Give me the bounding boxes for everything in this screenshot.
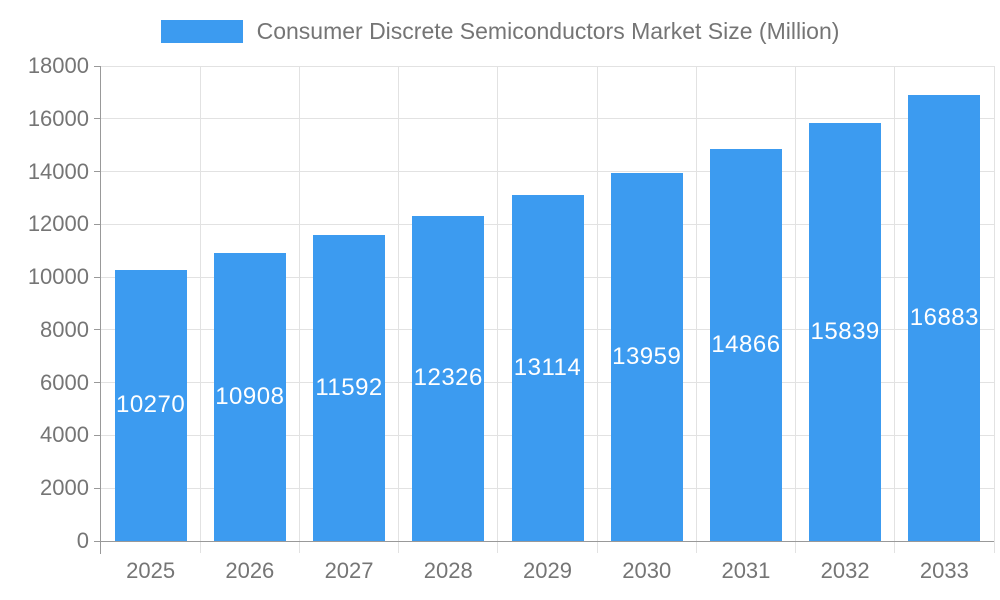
x-tick [497, 541, 499, 553]
bar[interactable]: 13959 [610, 172, 683, 541]
y-axis-label: 16000 [27, 105, 89, 131]
v-gridline [695, 66, 697, 541]
x-axis-label: 2029 [523, 558, 572, 583]
y-axis-label: 8000 [40, 316, 89, 342]
y-axis-label: 6000 [40, 369, 89, 395]
x-tick [398, 541, 400, 553]
bar[interactable]: 11592 [313, 235, 386, 541]
y-tick [94, 434, 101, 436]
bar[interactable]: 15839 [809, 123, 882, 541]
v-gridline [993, 66, 995, 541]
x-tick [199, 541, 201, 553]
legend-swatch [160, 19, 243, 43]
y-tick [94, 223, 101, 225]
x-axis-label: 2032 [820, 558, 870, 583]
bar-value-label: 16883 [909, 304, 979, 332]
y-axis-label: 14000 [27, 158, 89, 184]
y-axis-line [100, 66, 101, 554]
h-gridline [101, 118, 994, 120]
x-tick [695, 541, 697, 553]
y-axis-label: 2000 [40, 475, 89, 501]
y-axis-label: 10000 [27, 264, 89, 290]
bar[interactable]: 10908 [213, 253, 286, 541]
y-tick [94, 382, 101, 384]
x-axis-line [100, 541, 994, 542]
x-axis-label: 2027 [324, 558, 374, 583]
v-gridline [199, 66, 201, 541]
x-axis-label: 2031 [721, 558, 771, 583]
x-axis-label: 2028 [423, 558, 473, 583]
v-gridline [596, 66, 598, 541]
y-tick [94, 487, 101, 489]
bar-value-label: 15839 [810, 318, 880, 345]
x-tick [993, 541, 995, 553]
x-tick [894, 541, 896, 553]
x-axis-label: 2030 [622, 558, 672, 583]
bar-value-label: 10270 [115, 391, 186, 419]
y-tick [94, 329, 101, 331]
bar[interactable]: 10270 [114, 269, 187, 541]
x-tick [298, 541, 300, 553]
y-tick [94, 276, 101, 278]
legend-label: Consumer Discrete Semiconductors Market … [256, 17, 840, 44]
x-tick [596, 541, 598, 553]
bar[interactable]: 14866 [709, 148, 782, 541]
v-gridline [894, 66, 896, 541]
y-tick [94, 65, 101, 67]
bar-value-label: 12326 [413, 364, 483, 392]
bar-value-label: 13959 [612, 342, 682, 370]
h-gridline [101, 171, 994, 173]
bar-value-label: 14866 [711, 330, 781, 358]
v-gridline [497, 66, 499, 541]
x-axis-label: 2033 [919, 558, 969, 583]
h-gridline [101, 65, 994, 67]
v-gridline [795, 66, 797, 541]
v-gridline [398, 66, 400, 541]
y-tick [94, 171, 101, 173]
bar[interactable]: 16883 [908, 95, 981, 541]
y-tick [94, 118, 101, 120]
x-axis-label: 2026 [225, 558, 275, 583]
x-axis-label: 2025 [126, 558, 176, 583]
bar[interactable]: 13114 [511, 194, 584, 541]
bar[interactable]: 12326 [412, 215, 485, 541]
bar-value-label: 10908 [215, 383, 285, 411]
y-axis-label: 0 [76, 528, 89, 553]
y-axis-label: 12000 [27, 211, 89, 237]
bar-value-label: 13114 [513, 353, 582, 381]
bar-value-label: 11592 [315, 374, 383, 402]
y-axis-label: 18000 [27, 53, 89, 78]
legend[interactable]: Consumer Discrete Semiconductors Market … [0, 16, 1000, 46]
y-tick [94, 540, 101, 542]
v-gridline [298, 66, 300, 541]
x-tick [795, 541, 797, 553]
y-axis-label: 4000 [40, 422, 89, 448]
